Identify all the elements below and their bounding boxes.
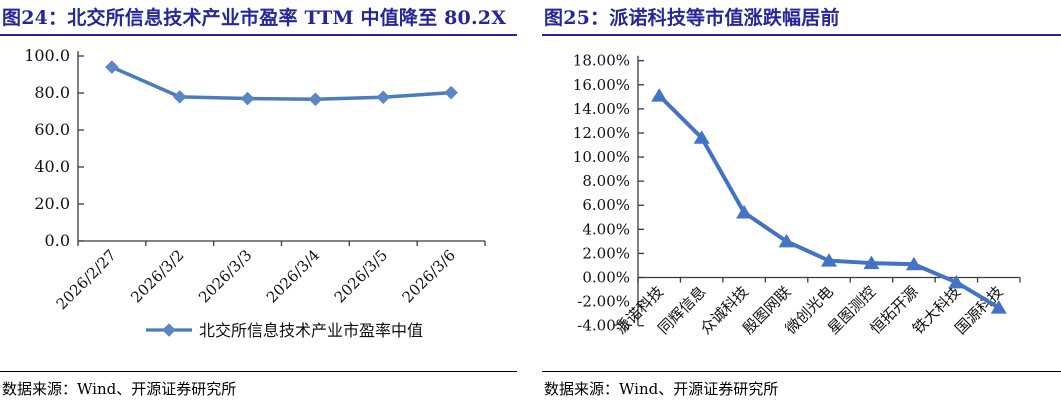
- svg-text:10.00%: 10.00%: [573, 148, 630, 166]
- svg-text:80.0: 80.0: [34, 83, 70, 102]
- svg-text:0.0: 0.0: [45, 231, 70, 250]
- svg-text:12.00%: 12.00%: [573, 124, 630, 142]
- svg-text:6.00%: 6.00%: [582, 196, 630, 214]
- svg-text:40.0: 40.0: [34, 157, 70, 176]
- figure24-panel: 图24：北交所信息技术产业市盈率 TTM 中值降至 80.2X 100.0 80.…: [0, 0, 517, 406]
- figure25-source: 数据来源：Wind、开源证券研究所: [542, 371, 1061, 399]
- figure24-source: 数据来源：Wind、开源证券研究所: [0, 371, 517, 399]
- svg-text:2026/2/27: 2026/2/27: [53, 246, 120, 313]
- svg-text:2026/3/2: 2026/3/2: [127, 246, 187, 306]
- svg-text:14.00%: 14.00%: [573, 100, 630, 118]
- svg-text:2.00%: 2.00%: [582, 244, 630, 262]
- svg-text:100.0: 100.0: [24, 46, 70, 65]
- figure25-line-chart: 18.00% 16.00% 14.00% 12.00% 10.00% 8.00% 6.00%…: [573, 52, 1021, 338]
- svg-text:20.0: 20.0: [34, 194, 70, 213]
- svg-text:4.00%: 4.00%: [582, 220, 630, 238]
- svg-text:2026/3/4: 2026/3/4: [263, 246, 323, 306]
- figure25-source-text: 数据来源：Wind、开源证券研究所: [544, 380, 779, 398]
- figure24-title: 图24：北交所信息技术产业市盈率 TTM 中值降至 80.2X: [0, 0, 517, 36]
- figure25-title: 图25：派诺科技等市值涨跌幅居前: [542, 0, 1061, 36]
- figure24-source-text: 数据来源：Wind、开源证券研究所: [2, 380, 237, 398]
- figure25-panel: 图25：派诺科技等市值涨跌幅居前 18.00% 16.00% 14.00% 12.00…: [542, 0, 1061, 406]
- svg-text:-4.00%: -4.00%: [577, 317, 630, 335]
- svg-text:0.00%: 0.00%: [582, 269, 630, 287]
- svg-text:60.0: 60.0: [34, 120, 70, 139]
- svg-text:2026/3/5: 2026/3/5: [331, 246, 391, 306]
- svg-text:-2.00%: -2.00%: [577, 293, 630, 311]
- svg-text:2026/3/3: 2026/3/3: [195, 246, 255, 306]
- svg-text:16.00%: 16.00%: [573, 76, 630, 94]
- svg-text:2026/3/6: 2026/3/6: [399, 246, 459, 306]
- svg-text:北交所信息技术产业市盈率中值: 北交所信息技术产业市盈率中值: [199, 321, 423, 340]
- svg-text:8.00%: 8.00%: [582, 172, 630, 190]
- svg-text:18.00%: 18.00%: [573, 52, 630, 70]
